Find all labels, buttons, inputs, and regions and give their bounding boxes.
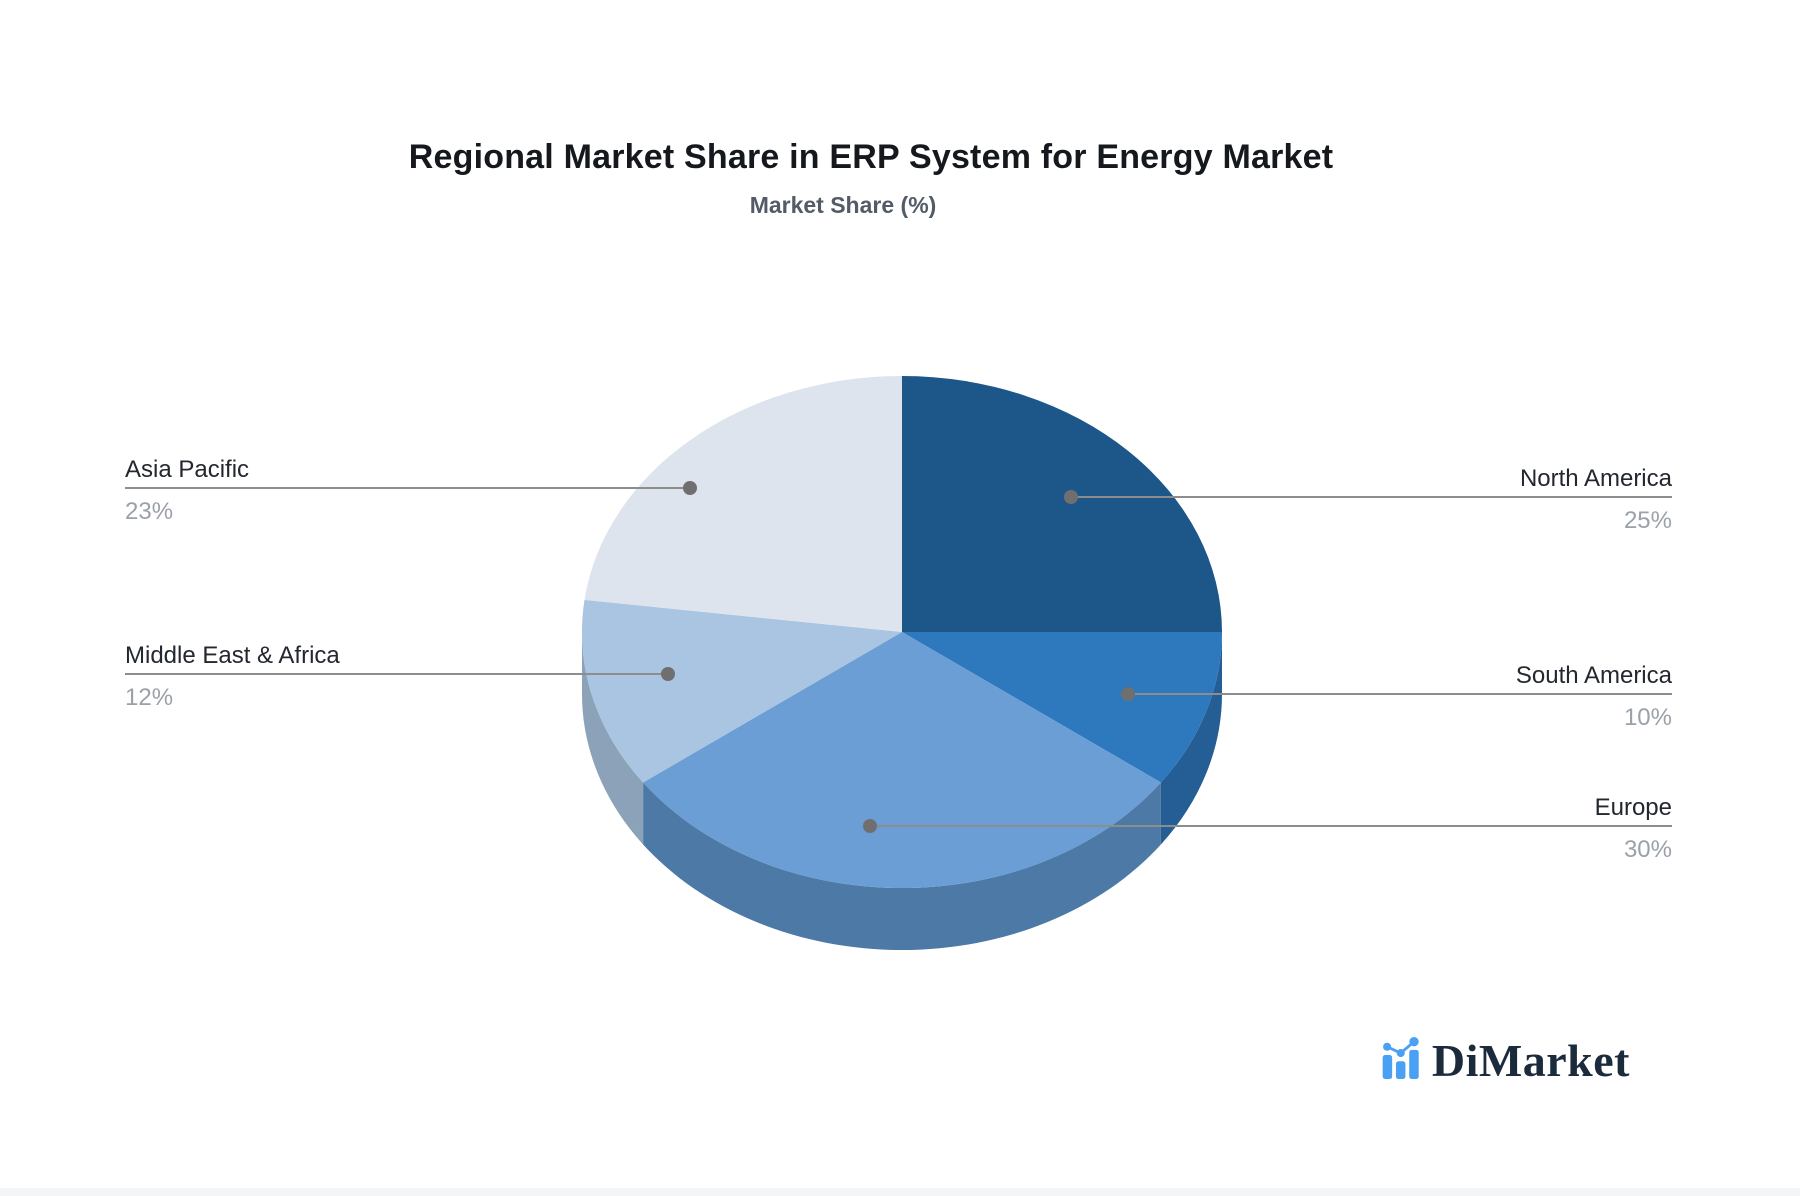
region-label-asia-pacific: Asia Pacific 23% — [125, 455, 249, 527]
pie-slice-europe — [643, 632, 1161, 889]
region-name: Europe — [1594, 794, 1672, 821]
region-label-south-america: South America 10% — [1516, 661, 1672, 733]
chart-title: Regional Market Share in ERP System for … — [408, 138, 1334, 176]
leader-dot-north-america — [1064, 490, 1078, 504]
brand-name: DiMarket — [1431, 1035, 1630, 1086]
leader-dot-middle-east-africa — [661, 667, 675, 681]
region-name: North America — [1519, 465, 1672, 492]
bar-line-chart-icon — [1382, 1037, 1419, 1079]
bottom-strip — [0, 1188, 1800, 1196]
pie-slice-side-europe — [643, 782, 1161, 951]
region-name: Asia Pacific — [125, 456, 250, 483]
pie-slice-north-america — [902, 376, 1222, 632]
leader-dot-south-america — [1121, 687, 1135, 701]
pie-slice-asia-pacific — [584, 376, 902, 632]
region-value: 30% — [1623, 836, 1672, 863]
pie-slice-side-middle-east-africa — [581, 632, 644, 845]
region-value: 10% — [1623, 704, 1672, 731]
region-name: South America — [1515, 662, 1672, 689]
region-label-middle-east-africa: Middle East & Africa 12% — [125, 641, 340, 713]
pie-slice-middle-east-africa — [581, 599, 902, 783]
region-value: 23% — [125, 498, 174, 525]
region-value: 12% — [125, 684, 174, 711]
leader-dot-europe — [863, 819, 877, 833]
brand-logo: DiMarket — [1382, 1036, 1630, 1084]
region-name: Middle East & Africa — [125, 642, 340, 669]
region-label-europe: Europe 30% — [1595, 793, 1672, 865]
pie-slice-side-south-america — [1160, 632, 1222, 845]
region-label-north-america: North America 25% — [1520, 464, 1672, 536]
chart-subtitle: Market Share (%) — [749, 192, 937, 218]
region-value: 25% — [1623, 507, 1672, 534]
pie-slice-south-america — [902, 632, 1222, 783]
leader-dot-asia-pacific — [683, 481, 697, 495]
